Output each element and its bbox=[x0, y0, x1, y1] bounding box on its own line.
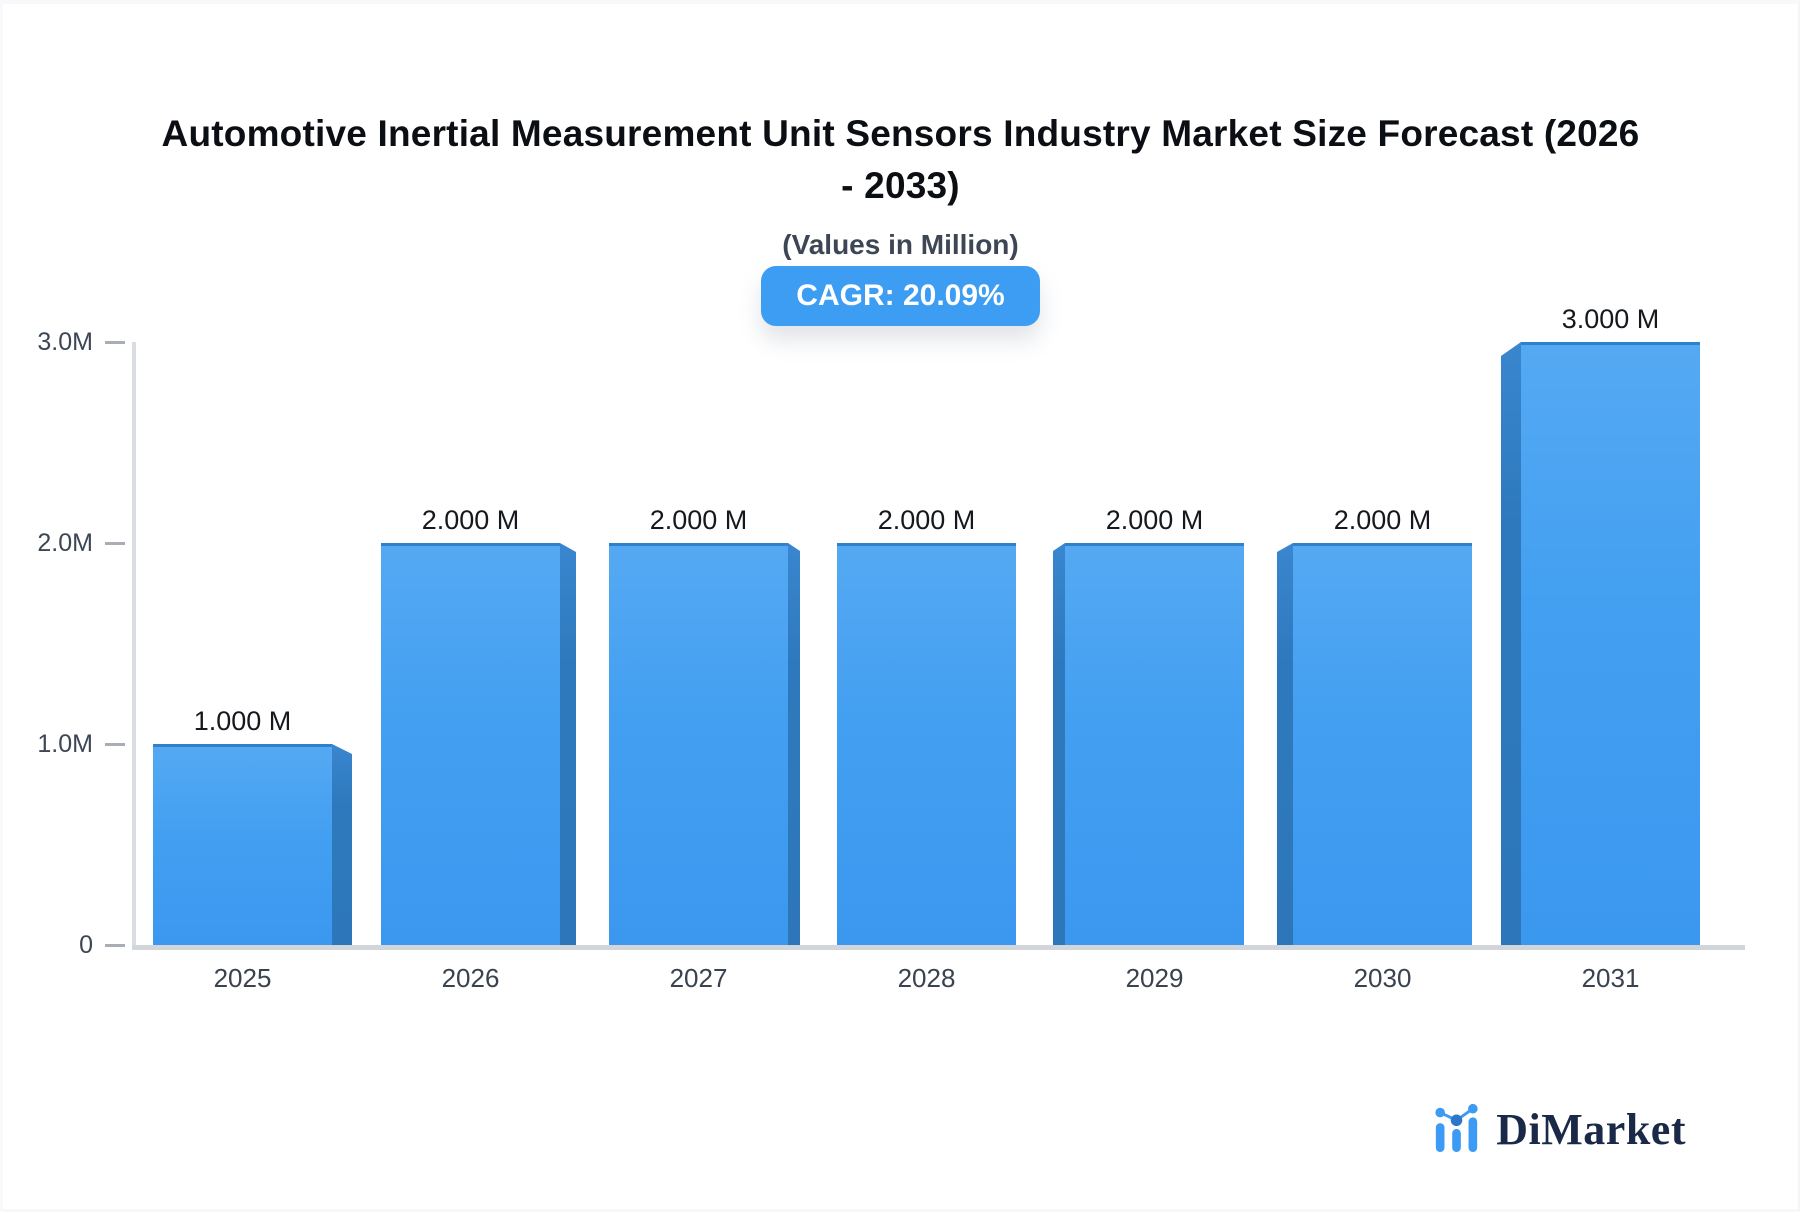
y-tick-mark bbox=[105, 944, 125, 947]
bar-2028[interactable] bbox=[837, 543, 1016, 945]
title-line-1: Automotive Inertial Measurement Unit Sen… bbox=[161, 113, 1640, 154]
x-axis-label: 2027 bbox=[669, 963, 728, 993]
x-axis-label: 2025 bbox=[213, 963, 272, 993]
bar-side-face bbox=[788, 543, 800, 945]
y-tick-label: 3.0M bbox=[37, 328, 93, 356]
bar-chart-logo-icon bbox=[1432, 1100, 1482, 1159]
y-tick-label: 0 bbox=[79, 931, 93, 959]
bar-2029[interactable] bbox=[1065, 543, 1244, 945]
bar-value-label: 1.000 M bbox=[193, 706, 292, 736]
x-axis-label: 2028 bbox=[897, 963, 956, 993]
x-axis-label: 2031 bbox=[1581, 963, 1640, 993]
x-axis-line bbox=[132, 945, 1745, 950]
x-axis-label: 2026 bbox=[441, 963, 500, 993]
bar-value-label: 2.000 M bbox=[877, 505, 976, 535]
bar-2027[interactable] bbox=[609, 543, 788, 945]
x-axis-label: 2030 bbox=[1353, 963, 1412, 993]
bar-side-face bbox=[560, 543, 576, 945]
bar-2031[interactable] bbox=[1521, 342, 1700, 945]
bar-side-face bbox=[1501, 342, 1521, 945]
y-axis-line bbox=[132, 342, 136, 949]
dimarket-logo: DiMarket bbox=[1432, 1100, 1686, 1159]
bar-2030[interactable] bbox=[1293, 543, 1472, 945]
bar-value-label: 2.000 M bbox=[1333, 505, 1432, 535]
bar-side-face bbox=[332, 744, 352, 945]
bar-side-face bbox=[1053, 543, 1065, 945]
chart-header: Automotive Inertial Measurement Unit Sen… bbox=[3, 108, 1798, 326]
bar-2026[interactable] bbox=[381, 543, 560, 945]
bar-value-label: 2.000 M bbox=[421, 505, 520, 535]
bar-side-face bbox=[1277, 543, 1293, 945]
dimarket-logo-text: DiMarket bbox=[1496, 1105, 1686, 1154]
y-tick-mark bbox=[105, 542, 125, 545]
y-tick-label: 1.0M bbox=[37, 730, 93, 758]
y-tick-mark bbox=[105, 341, 125, 344]
y-tick-label: 2.0M bbox=[37, 529, 93, 557]
bar-value-label: 2.000 M bbox=[1105, 505, 1204, 535]
title-line-2: - 2033) bbox=[841, 165, 960, 206]
page-title: Automotive Inertial Measurement Unit Sen… bbox=[3, 108, 1798, 212]
chart-subtitle: (Values in Million) bbox=[782, 229, 1019, 260]
x-axis-label: 2029 bbox=[1125, 963, 1184, 993]
bar-value-label: 3.000 M bbox=[1561, 304, 1660, 334]
y-tick-mark bbox=[105, 743, 125, 746]
bar-value-label: 2.000 M bbox=[649, 505, 748, 535]
bar-2025[interactable] bbox=[153, 744, 332, 945]
cagr-badge: CAGR: 20.09% bbox=[761, 266, 1040, 326]
